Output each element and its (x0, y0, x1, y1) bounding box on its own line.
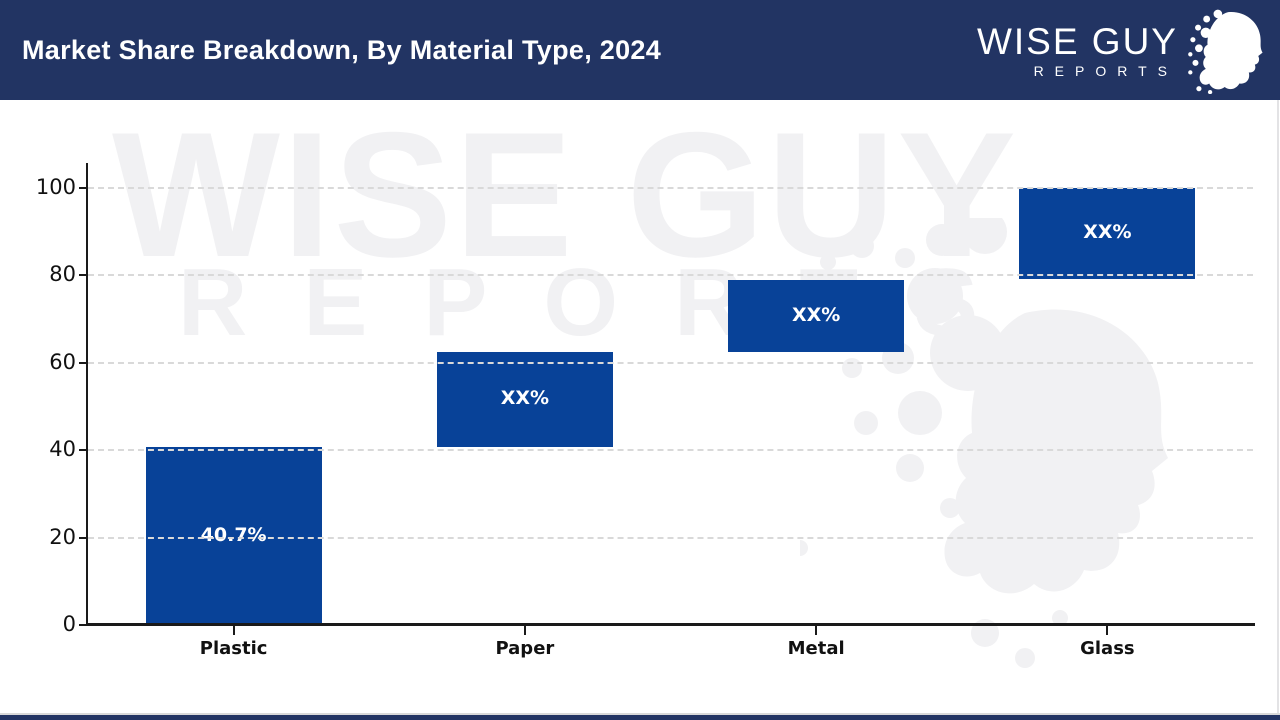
gridline-100 (88, 186, 1253, 189)
bar-value-label: 40.7% (200, 523, 267, 546)
y-tick-mark-20 (79, 536, 87, 539)
bar-plastic: 40.7% (145, 446, 322, 625)
x-tick-mark-plastic (232, 626, 235, 635)
y-tick-label-0: 0 (62, 612, 76, 636)
x-tick-mark-glass (1106, 626, 1109, 635)
gridline-40 (88, 449, 1253, 451)
bar-glass: XX% (1019, 187, 1196, 280)
x-tick-label-glass: Glass (1080, 638, 1135, 659)
bar-value-label: XX% (1083, 221, 1132, 244)
bar-value-label: XX% (500, 387, 550, 410)
y-tick-mark-80 (79, 274, 87, 276)
y-tick-label-80: 80 (49, 262, 76, 286)
y-tick-label-100: 100 (35, 174, 76, 199)
gridline-20 (88, 536, 1253, 539)
x-tick-mark-paper (523, 626, 526, 635)
x-axis-line (86, 623, 1255, 626)
gridline-80 (88, 274, 1253, 276)
footer-strip (0, 715, 1280, 720)
y-tick-mark-100 (79, 186, 87, 189)
logo-head-icon (1188, 9, 1263, 94)
logo-text: WISE GUY REPORTS (977, 23, 1178, 78)
y-tick-label-20: 20 (49, 524, 76, 549)
y-axis-line (86, 163, 88, 626)
x-tick-label-plastic: Plastic (199, 638, 268, 659)
logo-subtext: REPORTS (1033, 62, 1178, 79)
bar-paper: XX% (436, 351, 613, 447)
gridline-60 (88, 361, 1253, 364)
logo-wordmark: WISE GUY (976, 20, 1178, 62)
y-tick-mark-40 (79, 449, 87, 451)
x-tick-label-metal: Metal (787, 638, 845, 659)
bar-value-label: XX% (791, 303, 841, 326)
bottom-border (0, 713, 1280, 715)
y-tick-label-40: 40 (49, 437, 76, 461)
chart-right-border (1277, 100, 1279, 713)
y-tick-mark-60 (79, 361, 87, 364)
header: Market Share Breakdown, By Material Type… (0, 0, 1280, 100)
bar-metal: XX% (728, 279, 905, 352)
x-tick-label-paper: Paper (495, 638, 555, 659)
y-tick-mark-0 (79, 624, 87, 626)
page-title: Market Share Breakdown, By Material Type… (22, 34, 662, 65)
x-tick-mark-metal (815, 626, 818, 635)
wise-guy-logo: WISE GUY REPORTS (977, 6, 1266, 94)
y-tick-label-60: 60 (49, 349, 76, 374)
